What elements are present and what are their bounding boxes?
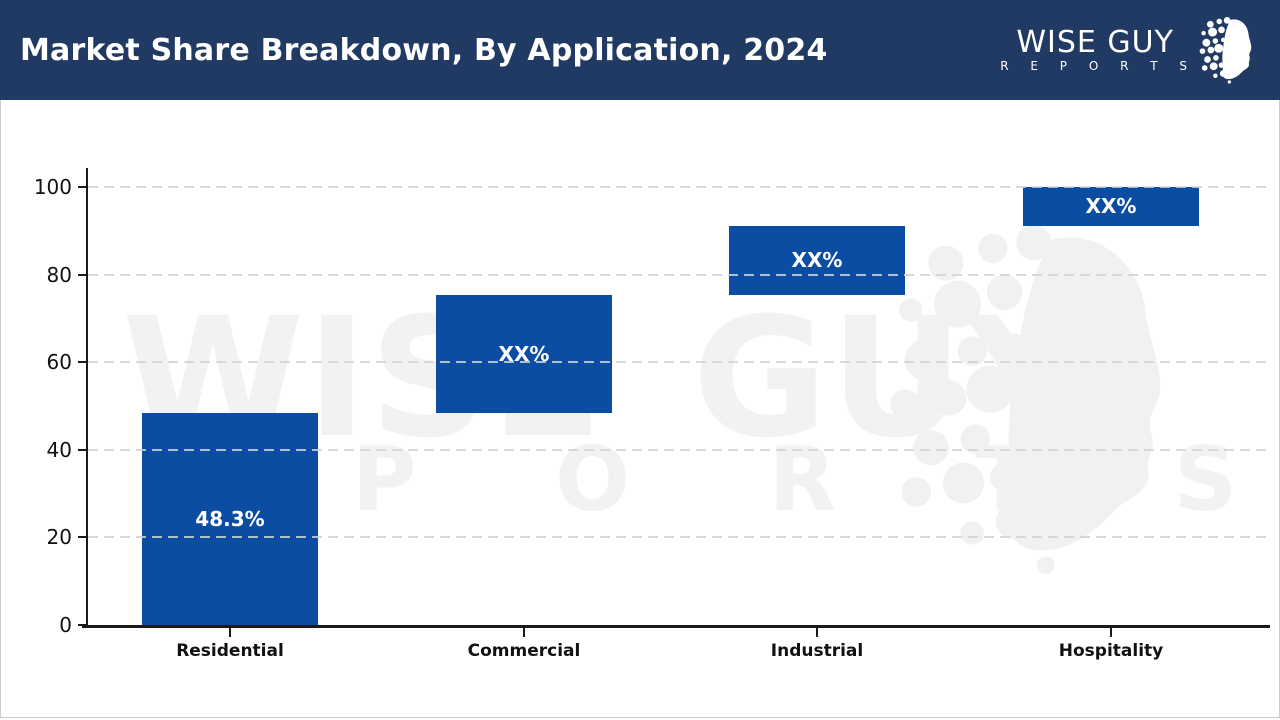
bar-segment-industrial: XX% [729,225,905,295]
watermark-head-icon [890,224,1161,574]
y-tick-20 [78,536,86,539]
gridline-20 [88,536,1266,539]
x-tick-hospitality [1110,628,1112,637]
bar-value-label-industrial: XX% [791,248,843,273]
logo-head-icon [1199,16,1252,84]
chart-title: Market Share Breakdown, By Application, … [20,32,828,68]
x-tick-commercial [523,628,525,637]
y-tick-label-20: 20 [46,525,72,550]
y-tick-label-100: 100 [33,175,72,199]
y-axis-line [86,168,88,627]
logo-brand-text: WISE GUY [1016,24,1174,60]
x-axis-line [82,625,1270,628]
bar-segment-commercial: XX% [436,294,612,414]
x-axis-label-industrial: Industrial [770,641,864,661]
wise-guy-logo: WISE GUY R E P O R T S [994,10,1254,90]
gridline-80 [88,273,1266,276]
gridline-60 [88,361,1266,364]
y-tick-0 [78,624,86,626]
y-tick-label-60: 60 [46,350,72,375]
header-bar: Market Share Breakdown, By Application, … [0,0,1280,100]
y-tick-label-80: 80 [46,262,72,287]
bar-value-label-residential: 48.3% [195,507,265,532]
logo-sub-text: R E P O R T S [1000,59,1196,74]
y-tick-60 [78,361,86,364]
bar-value-label-hospitality: XX% [1085,194,1137,219]
x-axis-label-hospitality: Hospitality [1058,641,1164,661]
y-tick-label-0: 0 [59,613,72,637]
gridline-40 [88,448,1266,451]
y-tick-40 [78,448,86,451]
x-tick-industrial [816,628,818,637]
bar-segment-hospitality: XX% [1023,187,1199,226]
gridline-100 [88,186,1266,188]
y-tick-80 [78,273,86,276]
x-tick-residential [229,628,231,637]
x-axis-label-residential: Residential [176,641,284,661]
y-tick-label-40: 40 [46,437,72,462]
x-axis-label-commercial: Commercial [467,641,581,661]
bar-segment-residential: 48.3% [142,413,318,625]
y-tick-100 [78,186,86,188]
logo-text: WISE GUY R E P O R T S [994,27,1196,74]
